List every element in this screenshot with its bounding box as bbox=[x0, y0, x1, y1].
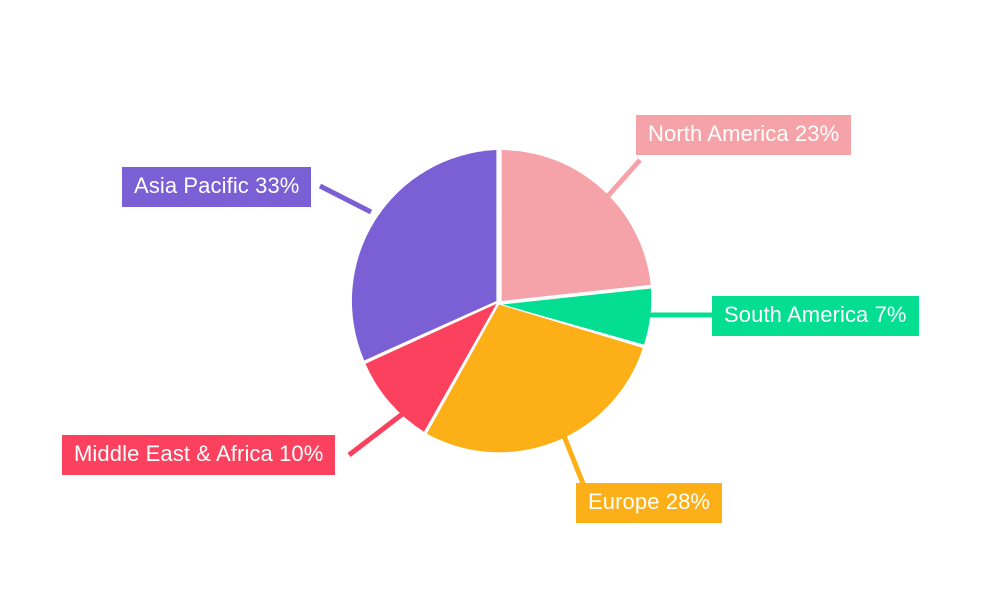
pie-slice-middle-east-africa[interactable] bbox=[365, 303, 497, 432]
pie-label-europe-text: Europe 28% bbox=[588, 489, 711, 514]
pie-label-middle-east-africa[interactable]: Middle East & Africa 10% bbox=[62, 435, 336, 475]
pie-label-north-america-text: North America 23% bbox=[648, 121, 840, 146]
leader-lines bbox=[318, 158, 716, 497]
pie-slice-south-america[interactable] bbox=[502, 288, 652, 345]
pie-label-south-america-text: South America 7% bbox=[724, 302, 907, 327]
pie-label-north-america[interactable]: North America 23% bbox=[636, 115, 852, 155]
pie-label-europe[interactable]: Europe 28% bbox=[576, 483, 723, 523]
leader-line-middle-east-africa bbox=[347, 410, 407, 457]
pie-label-south-america[interactable]: South America 7% bbox=[712, 296, 919, 336]
pie-label-asia-pacific-text: Asia Pacific 33% bbox=[134, 173, 300, 198]
pie-label-asia-pacific[interactable]: Asia Pacific 33% bbox=[122, 167, 312, 207]
pie-slice-asia-pacific[interactable] bbox=[351, 150, 497, 361]
pie-label-middle-east-africa-text: Middle East & Africa 10% bbox=[74, 441, 324, 466]
pie-slices bbox=[351, 150, 652, 453]
pie-slice-europe[interactable] bbox=[426, 304, 643, 453]
leader-line-asia-pacific bbox=[318, 183, 373, 215]
pie-slice-north-america[interactable] bbox=[501, 150, 651, 301]
